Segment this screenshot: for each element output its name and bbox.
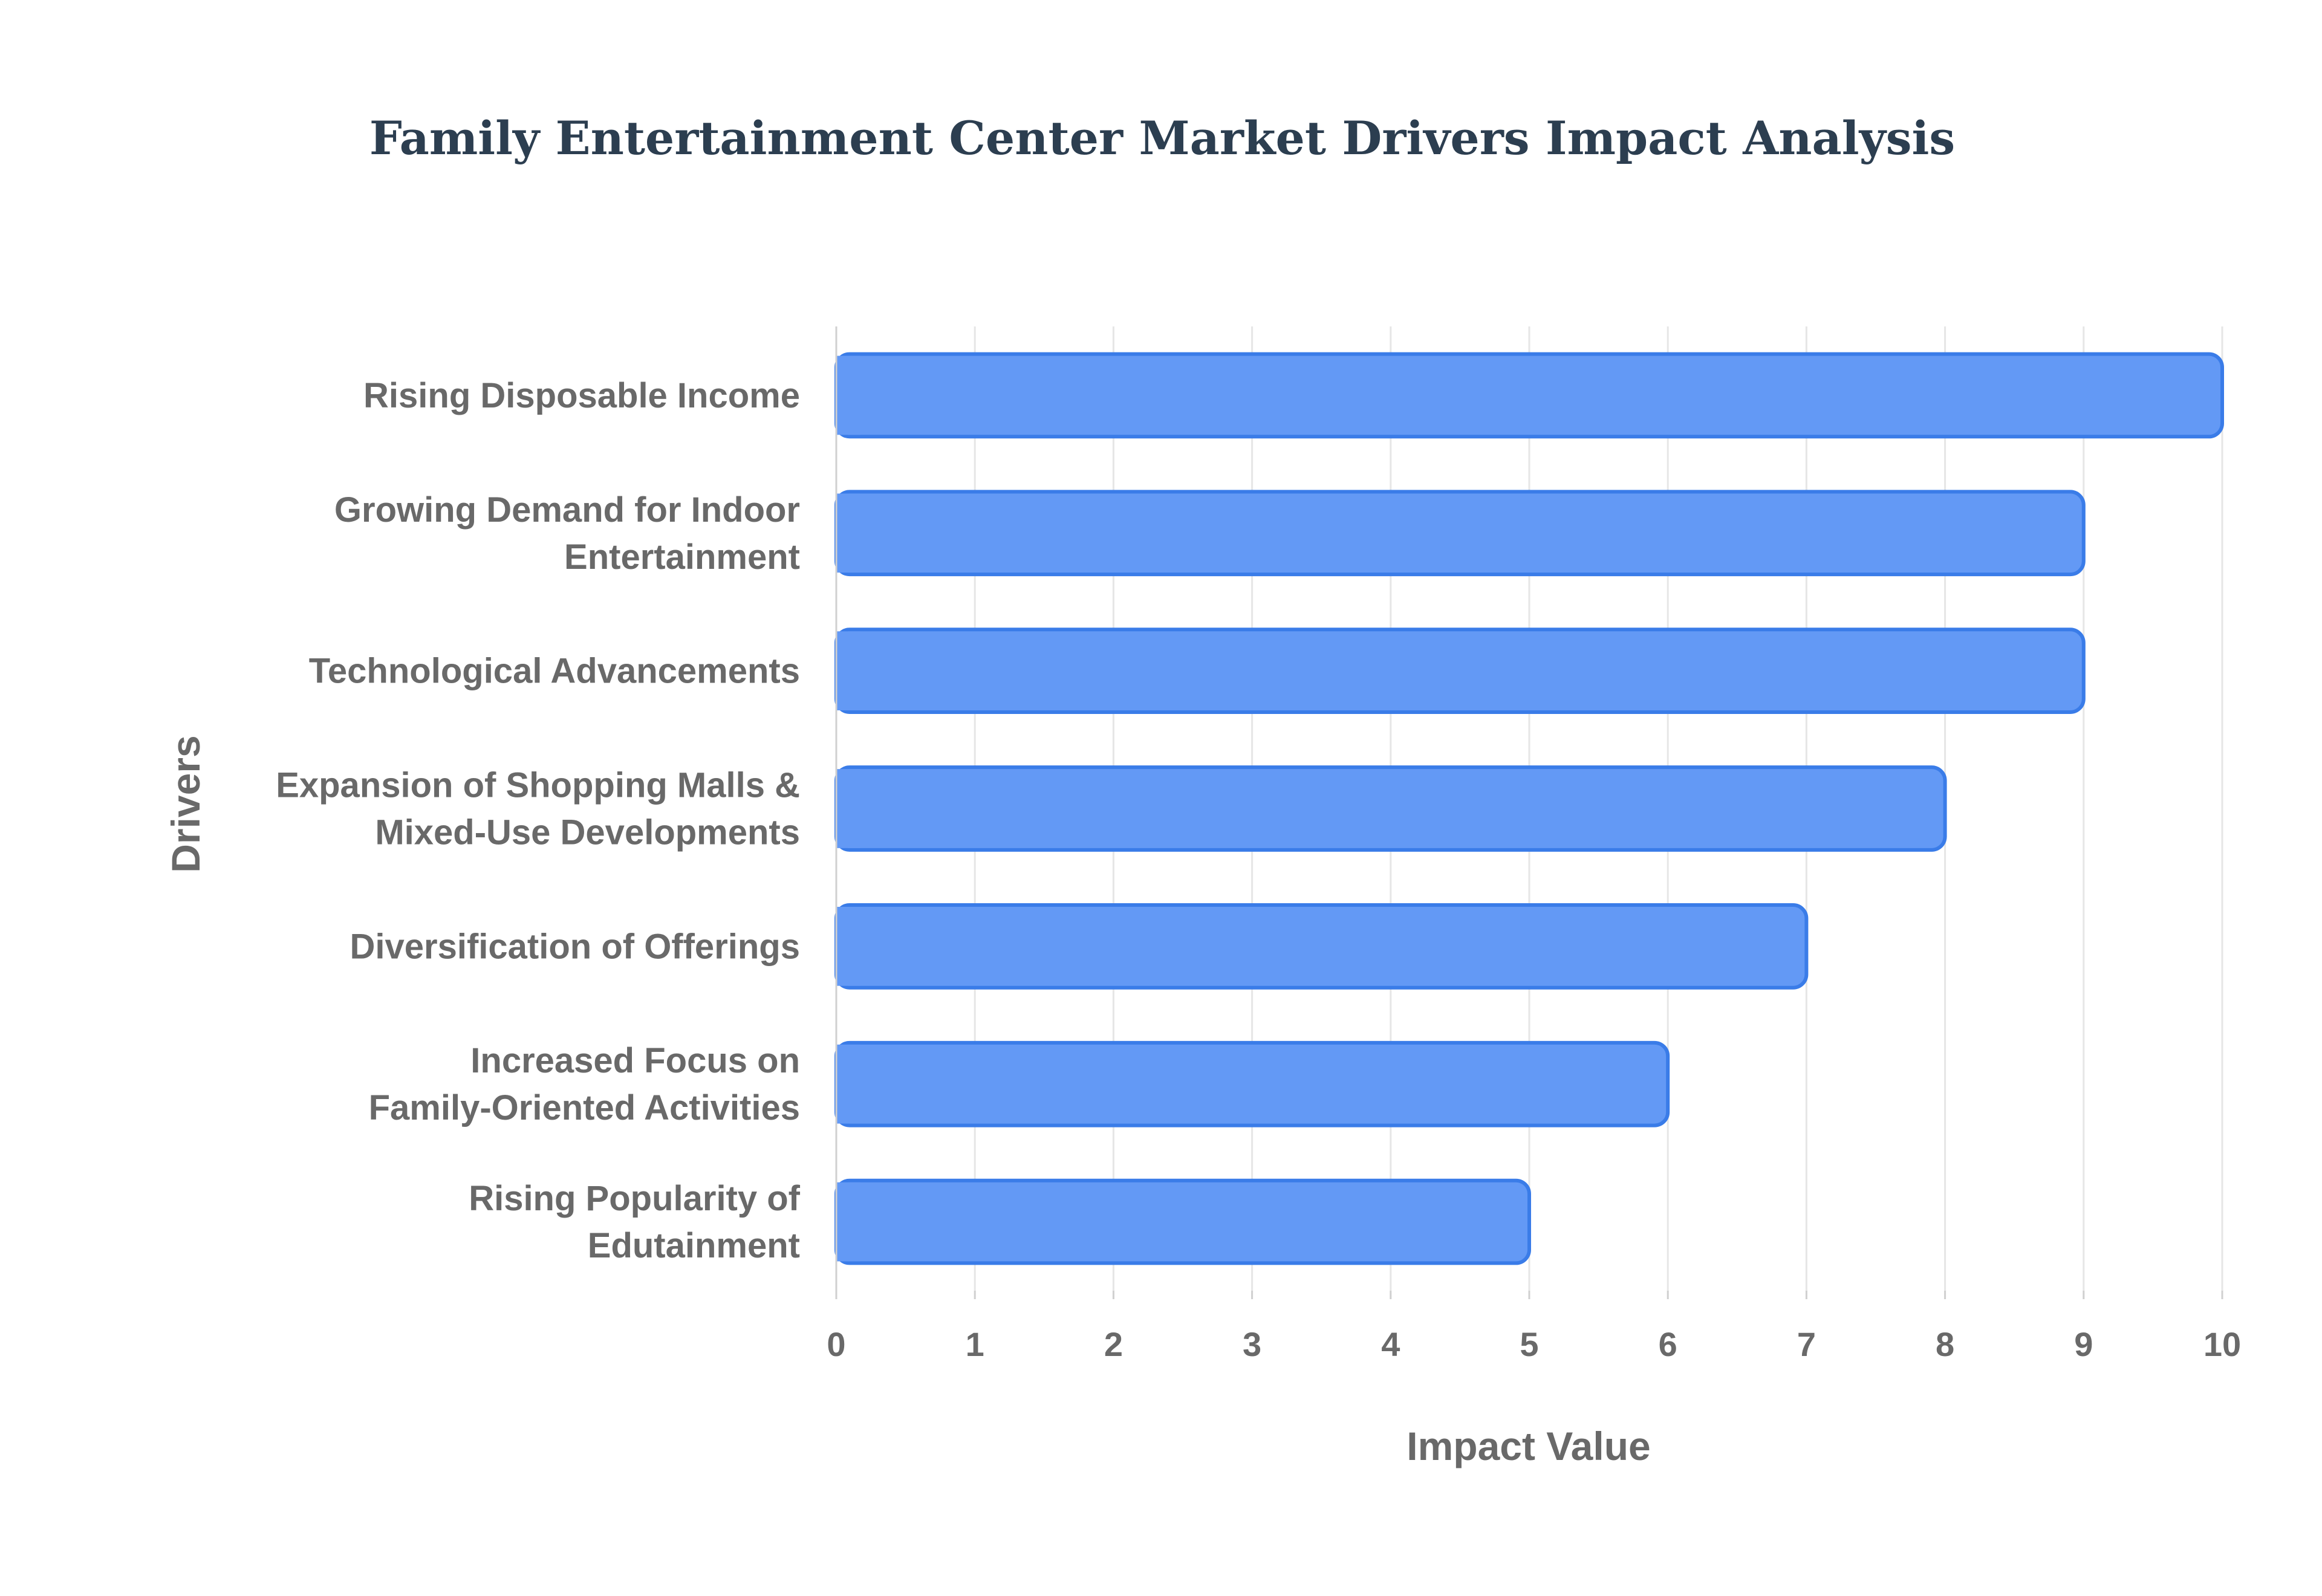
y-category-label: Growing Demand for Indoor Entertainment	[334, 490, 800, 577]
x-tick-label: 6	[1659, 1325, 1677, 1363]
y-category-label-line: Technological Advancements	[309, 652, 800, 691]
y-category-label-line: Expansion of Shopping Malls &	[276, 766, 800, 805]
x-tick-label: 5	[1520, 1325, 1538, 1363]
y-category-label-line: Entertainment	[564, 537, 800, 577]
y-axis-title: Drivers	[163, 735, 208, 873]
chart-title: Family Entertainment Center Market Drive…	[369, 111, 1955, 165]
x-tick-label: 2	[1104, 1325, 1123, 1363]
y-category-label-line: Rising Popularity of	[469, 1179, 800, 1218]
bar	[834, 1178, 1531, 1265]
x-tick-label: 7	[1797, 1325, 1816, 1363]
bar-left-edge	[836, 493, 860, 573]
y-category-label: Diversification of Offerings	[350, 927, 800, 966]
y-category-label: Increased Focus on Family-Oriented Activi…	[369, 1041, 800, 1127]
x-tick-label: 8	[1936, 1325, 1954, 1363]
y-category-label: Rising Disposable Income	[363, 376, 800, 415]
bar-left-edge	[836, 355, 860, 435]
x-tick-label: 3	[1243, 1325, 1261, 1363]
bars	[834, 352, 2224, 1265]
bar-left-edge	[836, 1182, 860, 1262]
y-category-label: Technological Advancements	[309, 652, 800, 691]
y-category-label: Rising Popularity of Edutainment	[469, 1179, 800, 1265]
y-category-label-line: Mixed-Use Developments	[375, 813, 800, 852]
y-category-label-line: Diversification of Offerings	[350, 927, 800, 966]
x-tick-label: 9	[2074, 1325, 2093, 1363]
y-category-label-line: Rising Disposable Income	[363, 376, 800, 415]
x-tick-label: 0	[827, 1325, 845, 1363]
y-category-label-line: Increased Focus on	[470, 1041, 800, 1080]
bar-left-edge	[836, 907, 860, 986]
bar-left-edge	[836, 1044, 860, 1124]
bar	[834, 765, 1947, 852]
bar	[834, 490, 2086, 577]
labels: 0 1 2 3 4 5 6 7 8 9 10 Rising Disposable Income Grow…	[276, 376, 2241, 1363]
bar	[834, 903, 1809, 990]
y-category-label-line: Edutainment	[588, 1226, 800, 1265]
y-category-label: Expansion of Shopping Malls & Mixed-Use D…	[276, 766, 800, 852]
x-axis-title: Impact Value	[1407, 1424, 1651, 1468]
axes	[835, 326, 2223, 1299]
x-tick-label: 4	[1381, 1325, 1400, 1363]
bar	[834, 1040, 1670, 1127]
x-tick-label: 10	[2203, 1325, 2241, 1363]
bar	[834, 352, 2224, 439]
bar-left-edge	[836, 631, 860, 710]
bar-left-edge	[836, 769, 860, 848]
x-tick-label: 1	[966, 1325, 984, 1363]
bar	[834, 628, 2086, 715]
y-category-label-line: Growing Demand for Indoor	[334, 490, 800, 530]
y-category-label-line: Family-Oriented Activities	[369, 1088, 800, 1127]
